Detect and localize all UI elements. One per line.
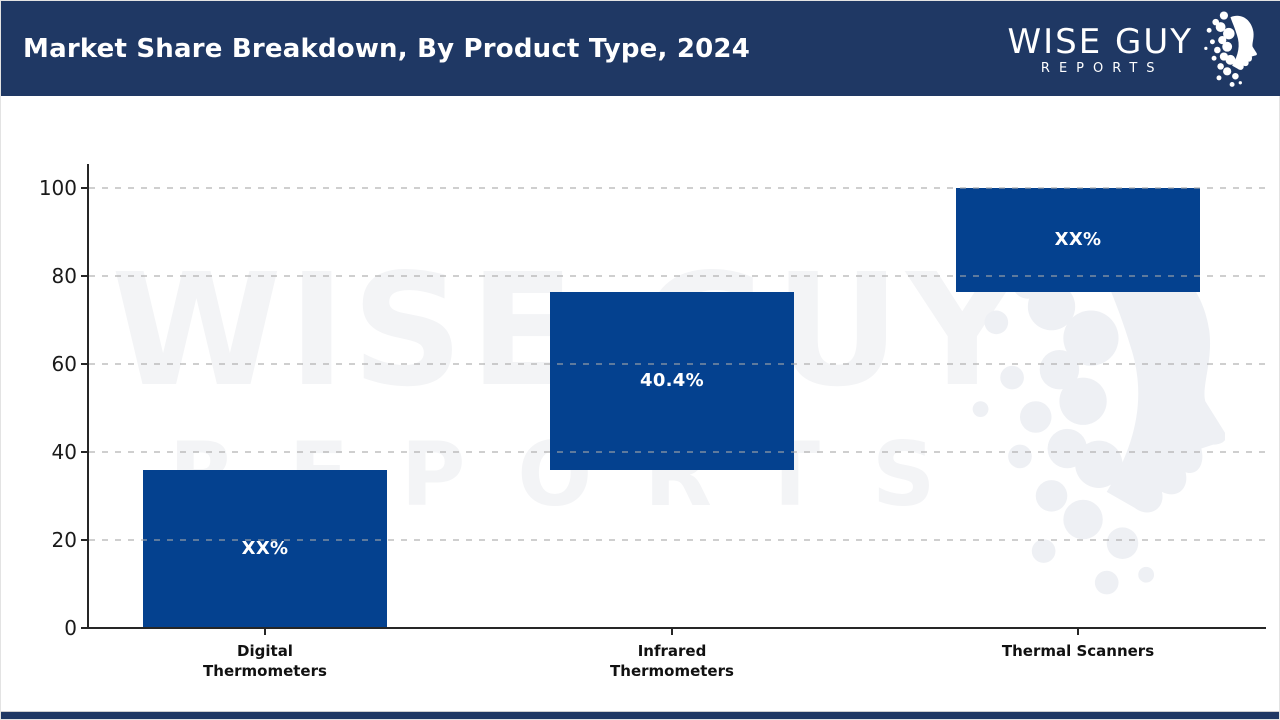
logo-face-icon [1204, 10, 1257, 87]
bar-thermal-scanners: XX% [956, 188, 1200, 292]
logo-text: WISE GUY REPORTS [1007, 24, 1193, 76]
logo-reports-text: REPORTS [1040, 60, 1164, 76]
page-title: Market Share Breakdown, By Product Type,… [23, 33, 750, 64]
wiseguy-logo: WISE GUY REPORTS [1007, 9, 1267, 91]
header-bar: Market Share Breakdown, By Product Type,… [1, 1, 1280, 96]
bar-infrared-thermometers: 40.4% [550, 291, 794, 470]
bar-value-label: XX% [1054, 229, 1102, 251]
logo-wordmark: WISE GUY [1007, 21, 1193, 62]
bar-value-label: 40.4% [640, 370, 704, 392]
bar-digital-thermometers: XX% [143, 469, 387, 628]
footer-bar [1, 712, 1279, 719]
bar-value-label: XX% [241, 538, 289, 560]
footer-divider [1, 711, 1279, 712]
